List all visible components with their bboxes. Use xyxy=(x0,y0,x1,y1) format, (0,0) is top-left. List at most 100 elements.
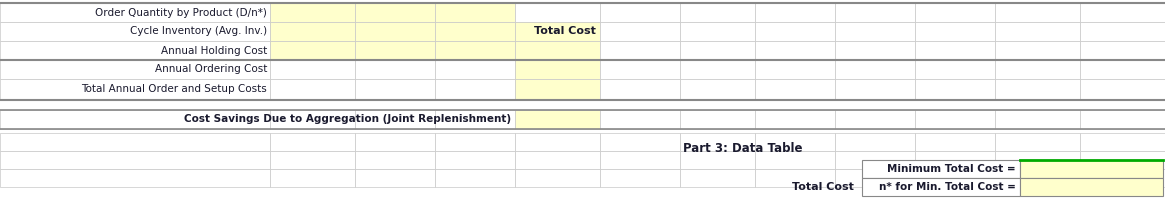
Text: n* for Min. Total Cost =: n* for Min. Total Cost = xyxy=(880,182,1016,192)
Bar xyxy=(835,110,915,129)
Bar xyxy=(600,169,680,187)
Bar xyxy=(270,169,355,187)
Bar xyxy=(515,133,600,151)
Bar xyxy=(755,3,835,22)
Bar xyxy=(1080,3,1165,22)
Text: Minimum Total Cost =: Minimum Total Cost = xyxy=(888,164,1016,174)
Bar xyxy=(355,60,435,79)
Bar xyxy=(515,41,600,60)
Bar xyxy=(755,60,835,79)
Bar xyxy=(515,110,600,129)
Bar xyxy=(1080,151,1165,169)
Bar xyxy=(755,133,835,151)
Bar xyxy=(355,22,435,41)
Text: Order Quantity by Product (D/n*): Order Quantity by Product (D/n*) xyxy=(96,8,267,17)
Bar xyxy=(435,169,515,187)
Bar xyxy=(515,3,600,22)
Bar xyxy=(355,79,435,100)
Bar xyxy=(1021,178,1163,196)
Bar xyxy=(995,41,1080,60)
Bar xyxy=(0,41,270,60)
Bar xyxy=(915,3,995,22)
Bar xyxy=(995,133,1080,151)
Bar xyxy=(600,41,680,60)
Bar xyxy=(270,151,355,169)
Bar xyxy=(1080,22,1165,41)
Bar xyxy=(915,110,995,129)
Bar xyxy=(355,3,435,22)
Bar xyxy=(1021,160,1163,178)
Text: Cost Savings Due to Aggregation (Joint Replenishment): Cost Savings Due to Aggregation (Joint R… xyxy=(184,114,511,125)
Bar xyxy=(680,151,755,169)
Bar xyxy=(915,169,995,187)
Bar xyxy=(600,79,680,100)
Bar xyxy=(515,169,600,187)
Bar xyxy=(755,22,835,41)
Bar xyxy=(995,110,1080,129)
Bar xyxy=(995,151,1080,169)
Bar xyxy=(915,79,995,100)
Bar xyxy=(680,79,755,100)
Bar xyxy=(600,60,680,79)
Bar xyxy=(835,3,915,22)
Bar xyxy=(435,110,515,129)
Bar xyxy=(600,151,680,169)
Bar xyxy=(515,79,600,100)
Bar xyxy=(435,133,515,151)
Bar xyxy=(0,3,270,22)
Bar xyxy=(835,133,915,151)
Bar xyxy=(0,151,270,169)
Bar xyxy=(435,151,515,169)
Bar xyxy=(1080,169,1165,187)
Bar xyxy=(995,169,1080,187)
Bar xyxy=(270,110,355,129)
Text: Annual Holding Cost: Annual Holding Cost xyxy=(161,46,267,55)
Bar xyxy=(862,178,1021,196)
Bar xyxy=(915,60,995,79)
Bar xyxy=(270,60,355,79)
Bar xyxy=(995,22,1080,41)
Bar xyxy=(0,110,270,129)
Bar xyxy=(915,41,995,60)
Bar xyxy=(835,79,915,100)
Bar xyxy=(680,41,755,60)
Bar xyxy=(680,110,755,129)
Bar xyxy=(680,169,755,187)
Bar xyxy=(270,41,355,60)
Bar xyxy=(515,151,600,169)
Bar xyxy=(755,169,835,187)
Bar xyxy=(680,3,755,22)
Bar xyxy=(915,22,995,41)
Bar xyxy=(435,60,515,79)
Bar xyxy=(435,3,515,22)
Bar xyxy=(1080,60,1165,79)
Bar xyxy=(1080,110,1165,129)
Bar xyxy=(270,79,355,100)
Bar xyxy=(0,79,270,100)
Bar xyxy=(755,151,835,169)
Bar xyxy=(995,79,1080,100)
Bar xyxy=(355,151,435,169)
Bar xyxy=(1080,41,1165,60)
Bar xyxy=(355,169,435,187)
Bar xyxy=(355,110,435,129)
Bar xyxy=(755,41,835,60)
Bar xyxy=(515,22,600,41)
Bar xyxy=(835,151,915,169)
Bar xyxy=(600,22,680,41)
Bar xyxy=(835,41,915,60)
Text: Annual Ordering Cost: Annual Ordering Cost xyxy=(155,64,267,75)
Bar xyxy=(755,79,835,100)
Bar xyxy=(915,133,995,151)
Bar xyxy=(600,110,680,129)
Bar xyxy=(915,151,995,169)
Bar xyxy=(755,110,835,129)
Bar xyxy=(355,133,435,151)
Bar xyxy=(1080,79,1165,100)
Bar xyxy=(680,22,755,41)
Bar xyxy=(270,3,355,22)
Bar xyxy=(435,79,515,100)
Bar xyxy=(995,60,1080,79)
Bar xyxy=(0,60,270,79)
Bar xyxy=(435,22,515,41)
